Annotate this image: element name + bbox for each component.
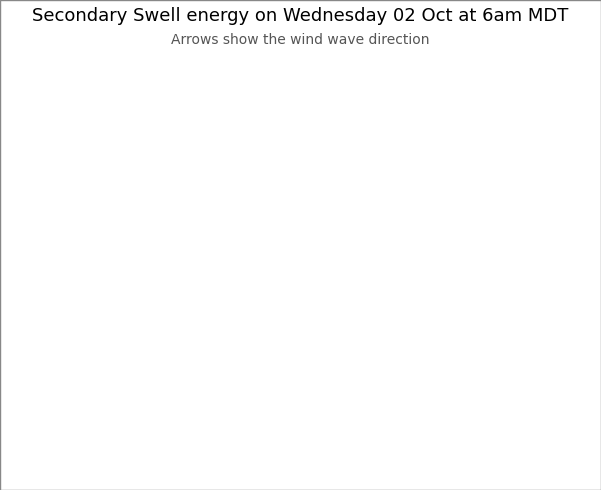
Text: Arrows show the wind wave direction: Arrows show the wind wave direction xyxy=(171,33,430,47)
Text: Error: No module named 'cartopy': Error: No module named 'cartopy' xyxy=(194,264,407,277)
Text: Secondary Swell energy on Wednesday 02 Oct at 6am MDT: Secondary Swell energy on Wednesday 02 O… xyxy=(32,7,569,25)
